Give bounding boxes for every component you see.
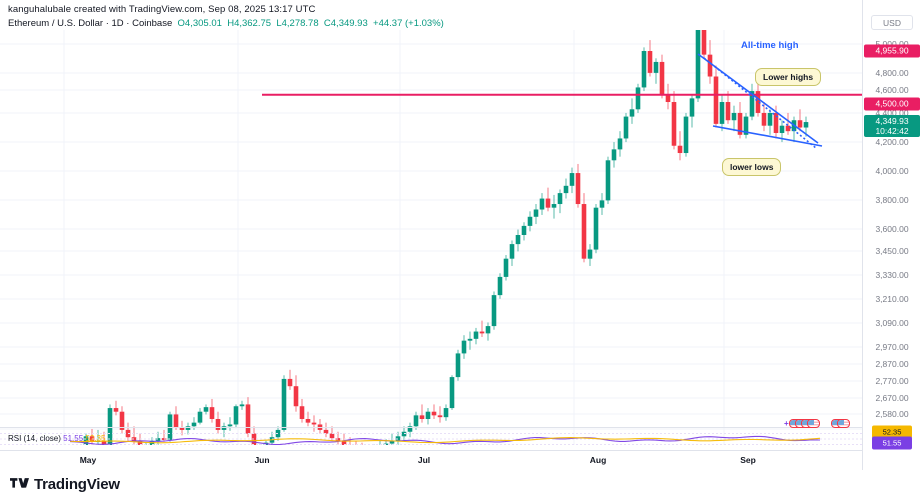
chart-legend: Ethereum / U.S. Dollar · 1D · Coinbase O… [8,18,444,29]
price-tick-label: 4,200.00 [875,137,909,147]
legend-high-label: H [227,18,235,29]
price-tick-label: 3,600.00 [875,224,909,234]
current-price-value: 4,349.93 [875,116,909,126]
tradingview-logo[interactable]: TradingView [10,476,120,493]
legend-low-value: 4,278.78 [281,18,319,29]
price-tick-label: 4,000.00 [875,166,909,176]
rsi-legend-ma-value: 52.35 [85,434,106,443]
legend-symbol[interactable]: Ethereum / U.S. Dollar [8,18,104,29]
tradingview-mark-icon [10,478,29,488]
currency-badge[interactable]: USD [871,15,913,30]
lower-highs-callout[interactable]: Lower highs [755,68,822,86]
price-chart-svg [0,30,862,445]
pane-divider [0,427,862,428]
us-flag-icon[interactable] [837,419,850,428]
all-time-high-label: All-time high [741,40,799,51]
time-tick-label: Aug [589,455,607,465]
price-tick-label: 3,210.00 [875,294,909,304]
price-tick-label: 3,330.00 [875,270,909,280]
legend-interval[interactable]: 1D [111,18,124,29]
legend-open-label: O [177,18,185,29]
rsi-pane[interactable] [0,428,862,450]
flag-plus-icon: + [784,419,789,428]
time-tick-label: Jul [417,455,431,465]
time-tick-label: May [79,455,97,465]
price-tick-label: 3,450.00 [875,246,909,256]
legend-change-value: +44.37 (+1.03%) [373,18,444,29]
legend-high-value: 4,362.75 [234,18,272,29]
tradingview-wordmark: TradingView [34,476,120,493]
price-tick-label: 2,670.00 [875,393,909,403]
rsi-legend-title[interactable]: RSI (14, close) [8,434,61,443]
legend-close-label: C [323,18,331,29]
rsi-legend: RSI (14, close) 51.55 52.35 [8,434,105,443]
rsi-value-label[interactable]: 51.55 [872,436,912,450]
rsi-chart-svg [0,433,862,446]
price-tick-label: 4,800.00 [875,68,909,78]
legend-exchange[interactable]: Coinbase [132,18,173,29]
rsi-ma-value-label[interactable]: 52.35 [872,425,912,439]
price-tick-label: 2,580.00 [875,409,909,419]
legend-low-label: L [276,18,282,29]
price-tick-label: 3,800.00 [875,195,909,205]
rsi-legend-value: 51.55 [63,434,84,443]
price-tick-label: 2,970.00 [875,342,909,352]
price-tick-label: 2,770.00 [875,376,909,386]
price-axis[interactable]: USD 5,000.00 4,800.00 4,600.00 4,400.00 4,20… [862,0,920,470]
price-tick-label: 2,870.00 [875,359,909,369]
resistance-price-label[interactable]: 4,500.00 [864,97,920,111]
lower-lows-callout[interactable]: lower lows [722,158,782,176]
price-tick-label: 4,600.00 [875,85,909,95]
attribution-text: kanguhalubale created with TradingView.c… [8,4,316,15]
all-time-high-price-label[interactable]: 4,955.90 [864,44,920,58]
time-tick-label: Sep [740,455,756,465]
us-flag-icon[interactable] [807,419,820,428]
legend-open-value: 4,305.01 [184,18,222,29]
price-tick-label: 5,000.00 [863,39,920,49]
price-pane[interactable] [0,30,862,445]
price-tick-label: 3,090.00 [875,318,909,328]
legend-close-value: 4,349.93 [330,18,368,29]
price-tick-label: 4,400.00 [875,108,909,118]
time-tick-label: Jun [254,455,270,465]
time-axis[interactable]: May Jun Jul Aug Sep [0,450,862,472]
current-price-time: 10:42:42 [875,126,909,136]
current-price-label[interactable]: 4,349.93 10:42:42 [864,115,920,137]
